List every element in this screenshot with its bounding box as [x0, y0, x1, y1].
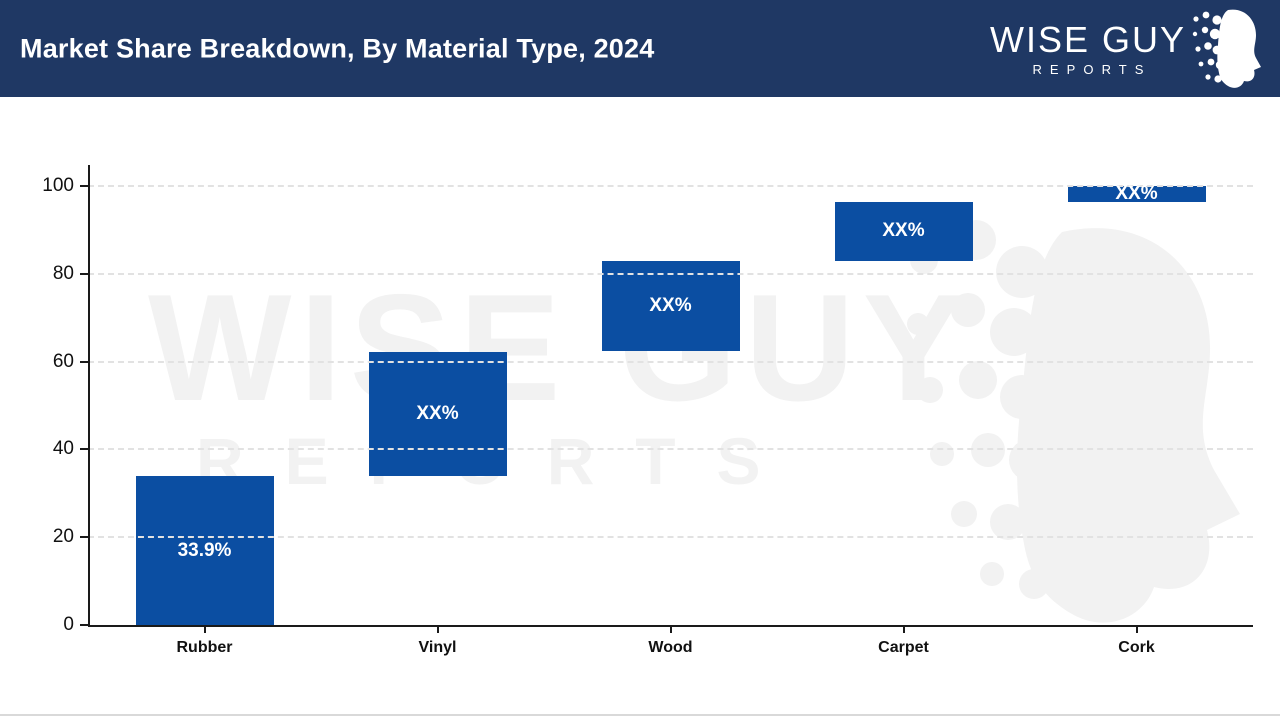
y-tick-100	[80, 185, 88, 187]
y-tick-60	[80, 360, 88, 363]
y-tick-label-40: 40	[52, 438, 74, 460]
x-tick-wood	[669, 625, 672, 633]
y-tick-label-0: 0	[63, 614, 74, 635]
bar-vinyl	[368, 351, 507, 477]
footer-divider	[0, 714, 1280, 716]
y-tick-40	[80, 448, 88, 451]
bar-wood	[601, 260, 740, 352]
bar-rubber	[135, 476, 274, 625]
brand-logo: WISE GUY REPORTS	[990, 6, 1266, 92]
bar-value-label-rubber: 33.9%	[177, 539, 232, 561]
bar-value-label-carpet: XX%	[882, 220, 925, 242]
x-category-label-wood: Wood	[648, 639, 693, 656]
y-axis-spine	[88, 165, 90, 627]
y-tick-label-60: 60	[52, 350, 74, 372]
page-title: Market Share Breakdown, By Material Type…	[20, 33, 655, 63]
gridline-60	[88, 360, 1253, 363]
waterfall-chart: 0 20 40 60 80 100 33.9% Rubber XX% Vinyl XX% Wood XX…	[0, 97, 1280, 717]
x-category-label-cork: Cork	[1118, 639, 1155, 656]
x-tick-rubber	[203, 625, 206, 633]
bar-carpet	[834, 201, 973, 261]
y-tick-label-20: 20	[52, 526, 74, 548]
x-tick-cork	[1135, 625, 1138, 633]
bar-value-label-vinyl: XX%	[416, 402, 459, 424]
y-tick-label-100: 100	[42, 175, 74, 196]
x-category-label-carpet: Carpet	[878, 639, 929, 656]
bar-value-label-wood: XX%	[649, 295, 692, 317]
bar-cork	[1067, 186, 1206, 202]
gridline-40	[88, 448, 1253, 451]
y-tick-0	[80, 624, 88, 626]
bar-value-label-cork: XX%	[1115, 182, 1158, 204]
brand-name: WISE GUY	[989, 19, 1186, 60]
x-axis-spine	[88, 625, 1253, 627]
y-tick-20	[80, 536, 88, 539]
gridline-80	[88, 272, 1253, 275]
gridline-100	[88, 185, 1253, 187]
x-category-label-rubber: Rubber	[176, 639, 233, 656]
head-profile-icon	[1192, 9, 1261, 88]
x-tick-carpet	[902, 625, 905, 633]
x-tick-vinyl	[436, 625, 439, 633]
x-category-label-vinyl: Vinyl	[418, 639, 457, 656]
y-tick-label-80: 80	[52, 262, 74, 284]
gridline-20	[88, 536, 1253, 539]
header-bar: Market Share Breakdown, By Material Type…	[0, 0, 1280, 97]
brand-logo-text: WISE GUY REPORTS	[989, 19, 1186, 77]
y-tick-80	[80, 272, 88, 275]
brand-subname: REPORTS	[1032, 62, 1152, 77]
